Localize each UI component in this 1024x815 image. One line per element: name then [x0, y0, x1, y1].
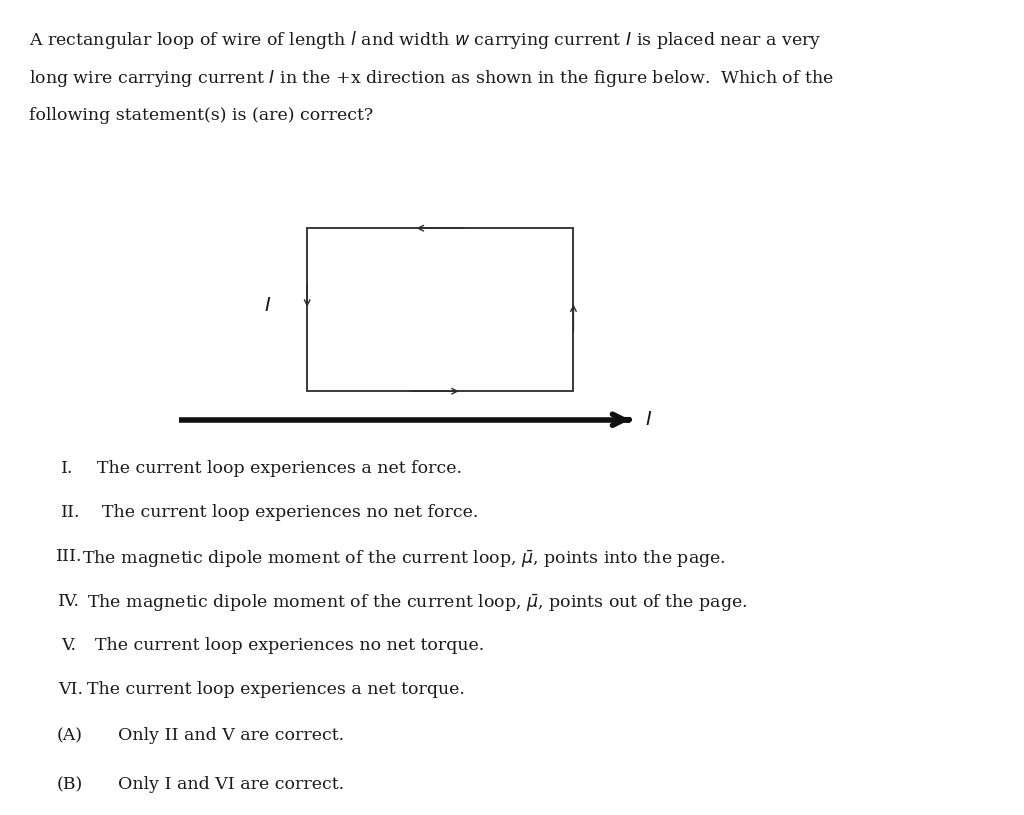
Text: The magnetic dipole moment of the current loop, $\bar{\mu}$, points out of the p: The magnetic dipole moment of the curren… — [87, 593, 748, 614]
Text: VI.: VI. — [58, 681, 83, 698]
Text: A rectangular loop of wire of length $l$ and width $w$ carrying current $I$ is p: A rectangular loop of wire of length $l$… — [29, 29, 821, 51]
Text: III.: III. — [56, 548, 83, 566]
Text: Only I and VI are correct.: Only I and VI are correct. — [118, 776, 344, 793]
Text: following statement(s) is (are) correct?: following statement(s) is (are) correct? — [29, 107, 373, 124]
Text: Only II and V are correct.: Only II and V are correct. — [118, 727, 344, 744]
Text: II.: II. — [61, 504, 81, 522]
Text: $I$: $I$ — [264, 297, 271, 315]
Text: IV.: IV. — [58, 593, 80, 610]
Bar — [307, 228, 573, 391]
Text: The magnetic dipole moment of the current loop, $\bar{\mu}$, points into the pag: The magnetic dipole moment of the curren… — [82, 548, 726, 570]
Text: $I$: $I$ — [645, 411, 652, 429]
Text: I.: I. — [61, 460, 74, 478]
Text: (B): (B) — [56, 776, 83, 793]
Text: The current loop experiences a net force.: The current loop experiences a net force… — [97, 460, 462, 478]
Text: (A): (A) — [56, 727, 82, 744]
Text: V.: V. — [61, 637, 77, 654]
Text: long wire carrying current $I$ in the +x direction as shown in the figure below.: long wire carrying current $I$ in the +x… — [29, 68, 834, 89]
Text: The current loop experiences no net torque.: The current loop experiences no net torq… — [95, 637, 484, 654]
Text: The current loop experiences a net torque.: The current loop experiences a net torqu… — [87, 681, 465, 698]
Text: The current loop experiences no net force.: The current loop experiences no net forc… — [102, 504, 479, 522]
